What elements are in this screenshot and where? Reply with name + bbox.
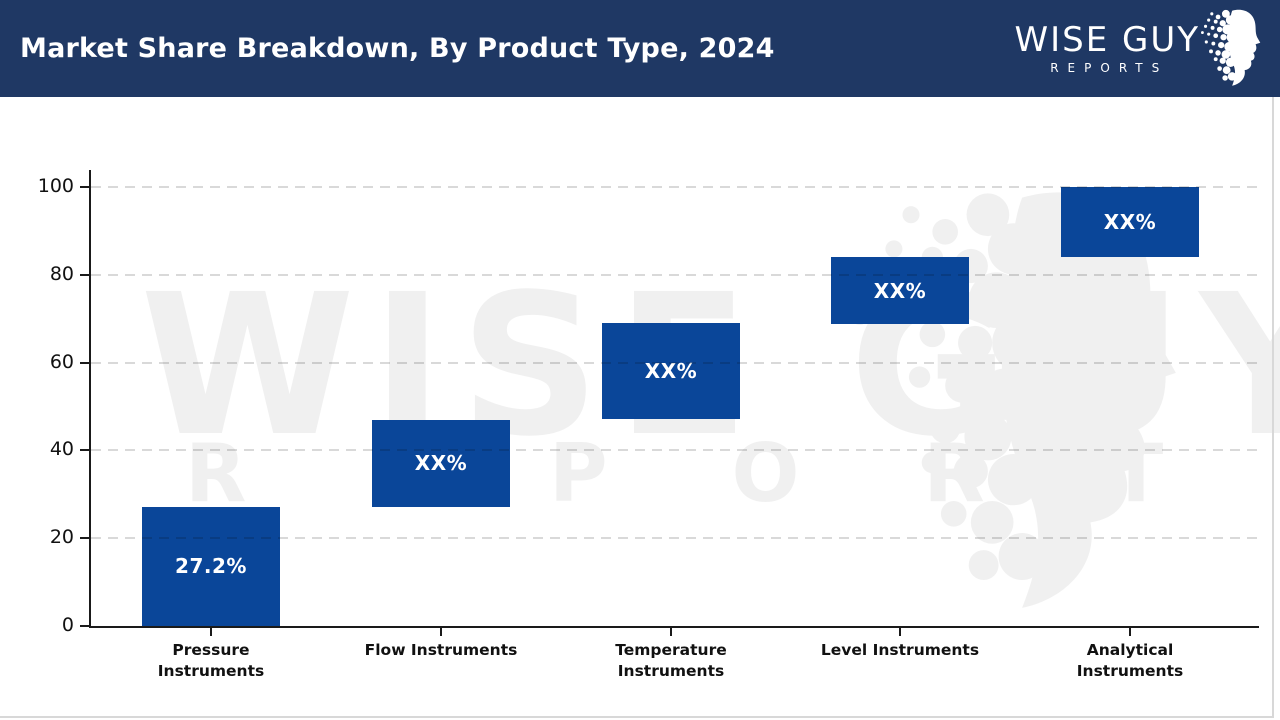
x-tick-label: Temperature Instruments: [615, 641, 727, 680]
bar-value-label: XX%: [1103, 210, 1157, 235]
y-tick-label: 0: [61, 614, 74, 636]
x-tick-mark: [210, 628, 212, 636]
x-tick-label: Flow Instruments: [364, 641, 518, 659]
x-tick-mark: [1129, 628, 1131, 636]
y-tick-mark: [80, 537, 89, 540]
wise-guy-logo: WISE GUY REPORTS: [1014, 6, 1280, 92]
bar-value-label: 27.2%: [175, 554, 247, 579]
y-tick-mark: [80, 449, 89, 452]
gridline: [91, 186, 1258, 188]
y-tick-mark: [80, 186, 89, 188]
y-tick-label: 100: [37, 175, 74, 197]
frame-border-bottom: [0, 716, 1274, 718]
gridline: [91, 273, 1258, 276]
y-tick-label: 40: [49, 438, 74, 461]
logo-text: WISE GUY REPORTS: [1014, 23, 1200, 74]
gridline: [91, 361, 1258, 364]
frame-border-right: [1272, 97, 1274, 718]
page-title: Market Share Breakdown, By Product Type,…: [20, 33, 775, 64]
y-tick-mark: [80, 625, 89, 627]
bar: XX%: [372, 420, 510, 507]
bar-value-label: XX%: [414, 451, 468, 476]
logo-wordmark: WISE GUY: [1014, 20, 1200, 60]
watermark-subtitle: R E P O R T S: [185, 427, 1280, 520]
y-tick-label: 20: [49, 526, 74, 549]
bar: 27.2%: [142, 506, 280, 626]
x-axis-spine: [89, 626, 1259, 628]
x-tick-mark: [670, 628, 672, 636]
x-tick-mark: [440, 628, 442, 636]
dotted-face-icon: [1201, 9, 1261, 86]
y-tick-mark: [80, 361, 89, 364]
gridline: [91, 449, 1258, 452]
bar: XX%: [831, 257, 969, 325]
x-tick-label: Pressure Instruments: [157, 641, 265, 680]
bar-value-label: XX%: [873, 278, 927, 303]
x-tick-label: Level Instruments: [820, 641, 980, 659]
bar: XX%: [1061, 187, 1199, 258]
header-bar: Market Share Breakdown, By Product Type,…: [0, 0, 1280, 97]
y-tick-mark: [80, 273, 89, 276]
x-tick-label: Analytical Instruments: [1076, 641, 1184, 680]
bar: XX%: [602, 323, 740, 419]
y-tick-label: 80: [49, 262, 74, 285]
logo-subtitle: REPORTS: [1050, 61, 1169, 75]
gridline: [91, 537, 1258, 540]
x-tick-mark: [899, 628, 901, 636]
y-axis-spine: [89, 170, 91, 628]
y-tick-label: 60: [49, 350, 74, 373]
